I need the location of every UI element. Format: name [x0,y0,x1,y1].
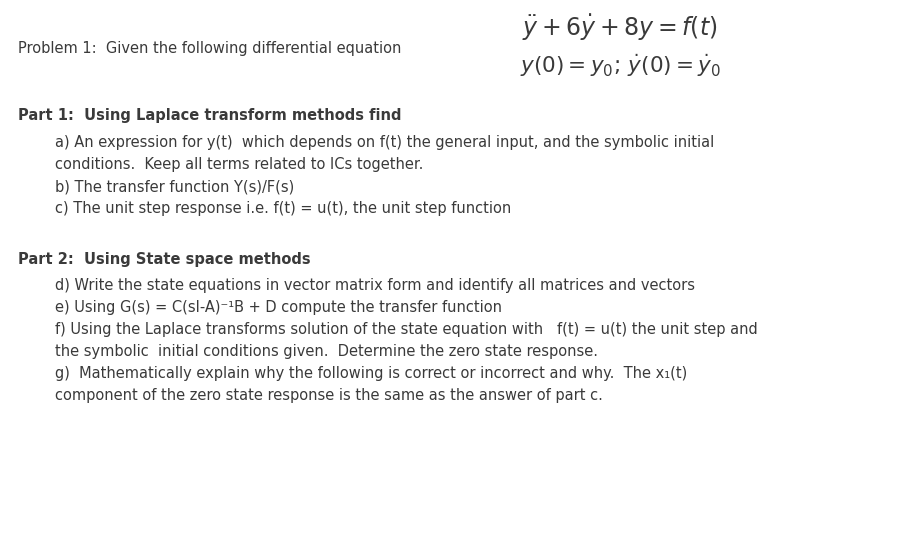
Text: $\ddot{y}+6\dot{y}+8y = f(t)$: $\ddot{y}+6\dot{y}+8y = f(t)$ [522,12,718,43]
Text: c) The unit step response i.e. f(t) = u(t), the unit step function: c) The unit step response i.e. f(t) = u(… [55,201,511,216]
Text: g)  Mathematically explain why the following is correct or incorrect and why.  T: g) Mathematically explain why the follow… [55,366,687,381]
Text: Part 1:  Using Laplace transform methods find: Part 1: Using Laplace transform methods … [18,108,401,123]
Text: conditions.  Keep all terms related to ICs together.: conditions. Keep all terms related to IC… [55,157,423,172]
Text: $y(0) = y_0;\,\dot{y}(0) = \dot{y}_0$: $y(0) = y_0;\,\dot{y}(0) = \dot{y}_0$ [519,52,721,79]
Text: a) An expression for y(t)  which depends on f(t) the general input, and the symb: a) An expression for y(t) which depends … [55,135,714,150]
Text: the symbolic  initial conditions given.  Determine the zero state response.: the symbolic initial conditions given. D… [55,344,598,359]
Text: Problem 1:  Given the following differential equation: Problem 1: Given the following different… [18,41,401,55]
Text: e) Using G(s) = C(sI-A)⁻¹B + D compute the transfer function: e) Using G(s) = C(sI-A)⁻¹B + D compute t… [55,300,502,315]
Text: d) Write the state equations in vector matrix form and identify all matrices and: d) Write the state equations in vector m… [55,278,695,293]
Text: component of the zero state response is the same as the answer of part c.: component of the zero state response is … [55,388,603,403]
Text: b) The transfer function Y(s)/F(s): b) The transfer function Y(s)/F(s) [55,179,294,194]
Text: Part 2:  Using State space methods: Part 2: Using State space methods [18,252,311,267]
Text: f) Using the Laplace transforms solution of the state equation with   f(t) = u(t: f) Using the Laplace transforms solution… [55,322,758,337]
